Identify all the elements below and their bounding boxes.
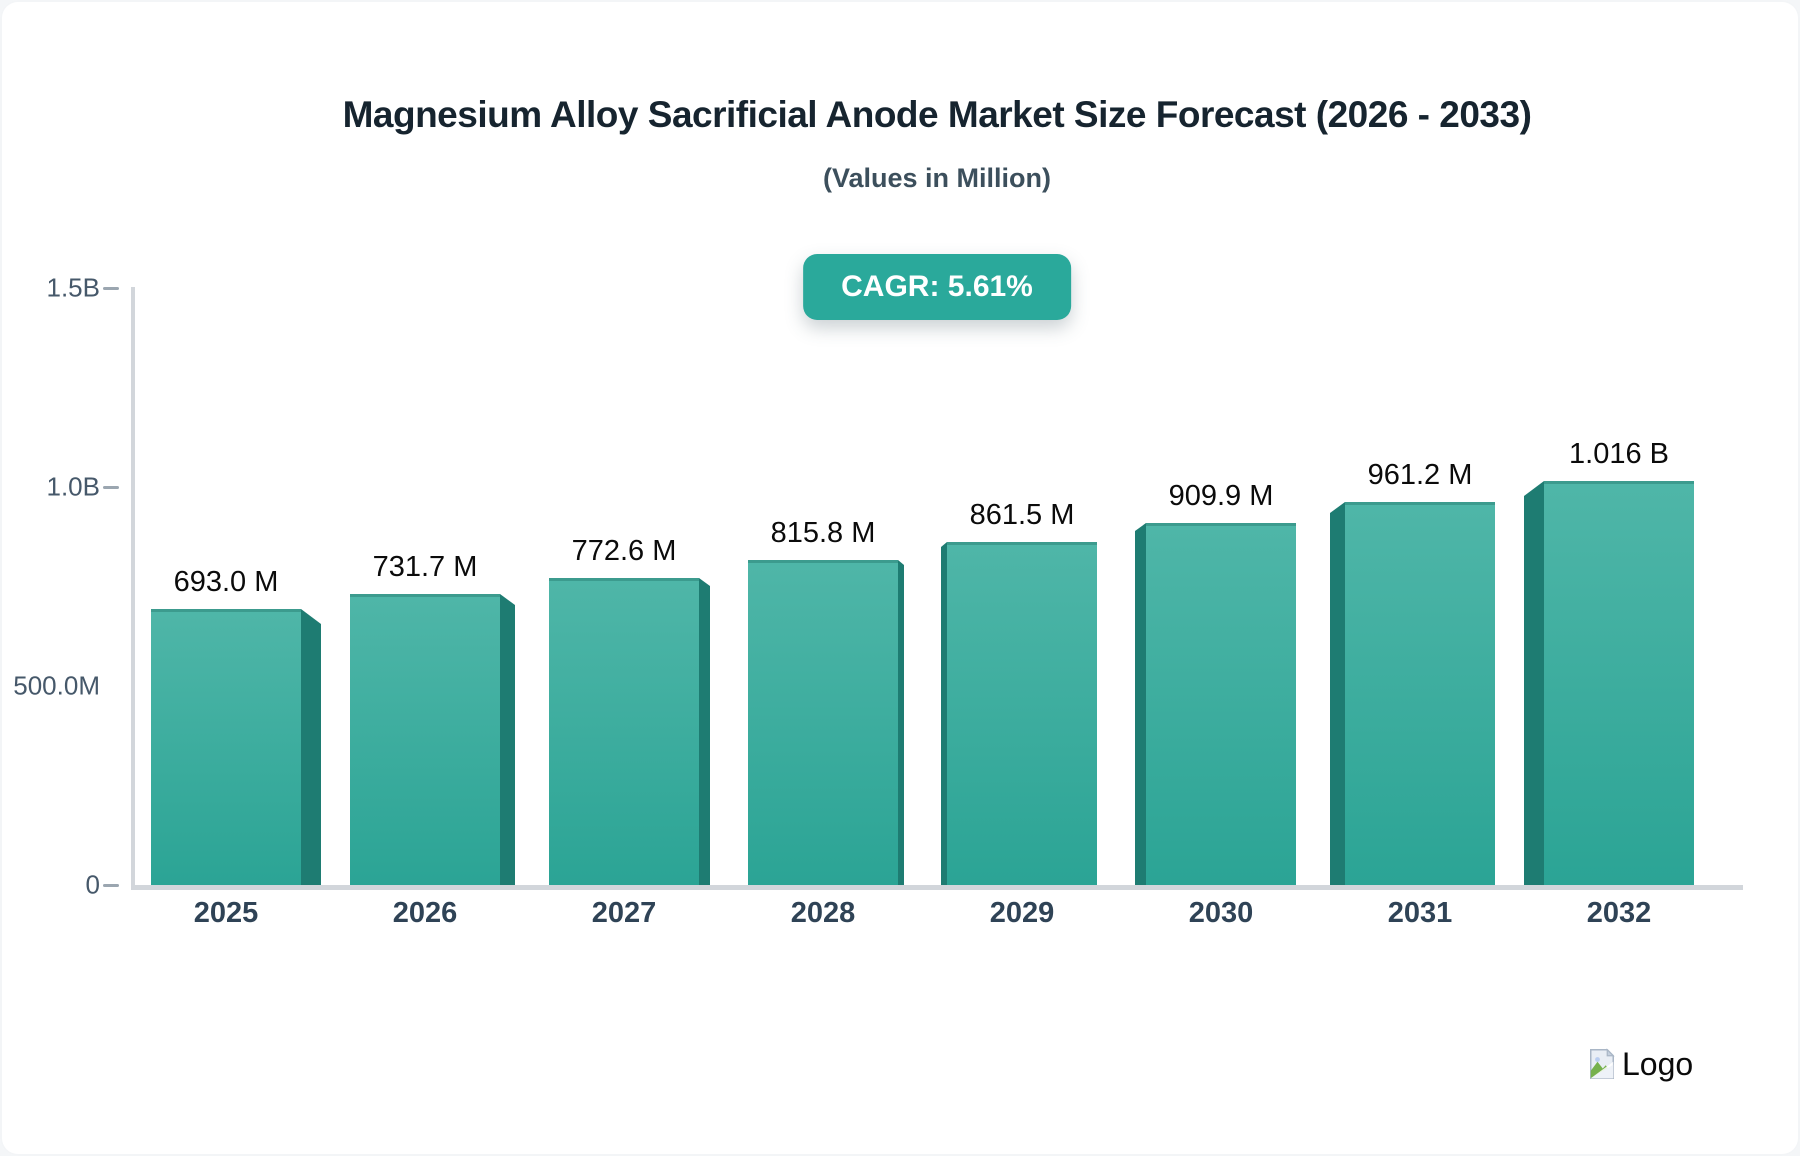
bar[interactable] (1544, 481, 1694, 885)
bar-side-face (1524, 481, 1544, 885)
bar-side-face (941, 542, 947, 885)
bar[interactable] (151, 609, 301, 885)
y-axis-label: 1.5B (46, 272, 101, 303)
chart-title: Magnesium Alloy Sacrificial Anode Market… (342, 94, 1532, 135)
broken-image-icon (1584, 1046, 1620, 1082)
bar-side-face (898, 560, 904, 885)
bar-value-label: 961.2 M (1367, 459, 1473, 491)
x-axis-label: 2029 (989, 897, 1055, 929)
y-axis-line (131, 287, 135, 889)
bar-side-face (699, 578, 710, 885)
x-axis-label: 2028 (790, 897, 856, 929)
bar[interactable] (1345, 502, 1495, 885)
bar-side-face (500, 594, 515, 885)
bar-value-label: 1.016 B (1569, 438, 1669, 470)
logo-text: Logo (1622, 1045, 1694, 1082)
y-axis-label: 500.0M (13, 670, 100, 701)
bar-side-face (301, 609, 321, 885)
bar-side-face (1135, 523, 1146, 885)
bar[interactable] (1146, 523, 1296, 885)
y-axis-tick (103, 287, 119, 290)
x-axis-label: 2030 (1188, 897, 1254, 929)
x-axis-label: 2026 (392, 897, 458, 929)
bar[interactable] (748, 560, 898, 885)
x-axis-labels: 2025 2026 2027 2028 2029 2030 2031 2032 (133, 897, 1741, 937)
bar[interactable] (549, 578, 699, 885)
x-axis-line (131, 885, 1743, 890)
bar[interactable] (350, 594, 500, 885)
y-axis-tick (103, 884, 119, 887)
y-axis-tick (103, 486, 119, 489)
plot-area: 693.0 M 731.7 M 772.6 M 815.8 M 861.5 M 909.9… (133, 288, 1741, 885)
bar-value-label: 815.8 M (770, 517, 876, 549)
bar-value-label: 693.0 M (173, 566, 279, 598)
logo: Logo (1584, 1038, 1693, 1090)
bar[interactable] (947, 542, 1097, 885)
chart-subtitle: (Values in Million) (822, 163, 1052, 193)
bar-value-label: 909.9 M (1168, 480, 1274, 512)
x-axis-label: 2032 (1586, 897, 1652, 929)
y-axis-label: 0 (85, 869, 100, 900)
bar-side-face (1330, 502, 1345, 885)
x-axis-label: 2025 (193, 897, 259, 929)
bar-value-label: 772.6 M (571, 535, 677, 567)
x-axis-label: 2031 (1387, 897, 1453, 929)
cagr-badge: CAGR: 5.61% (803, 254, 1071, 320)
bar-value-label: 731.7 M (372, 551, 478, 583)
x-axis-label: 2027 (591, 897, 657, 929)
bar-value-label: 861.5 M (969, 499, 1075, 531)
y-axis-label: 1.0B (46, 471, 101, 502)
